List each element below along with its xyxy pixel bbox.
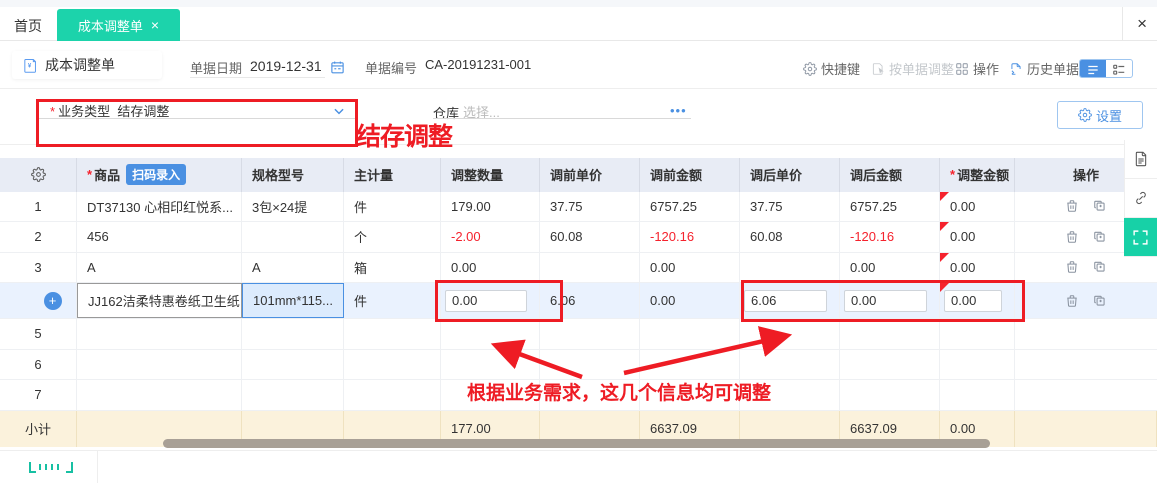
svg-text:¥: ¥: [28, 63, 32, 69]
